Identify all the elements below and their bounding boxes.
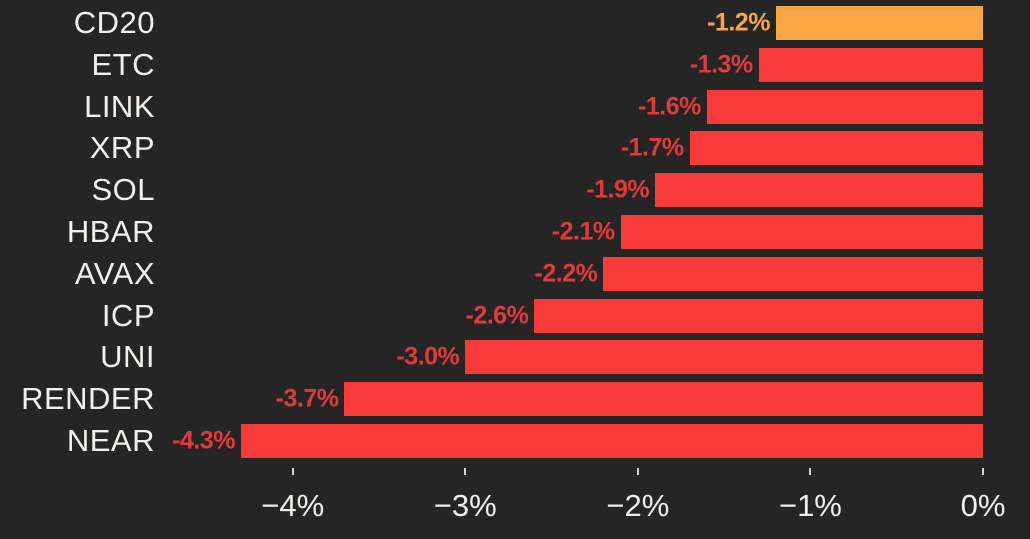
bar-track: -1.2%	[165, 2, 983, 44]
x-axis-tick-label: −1%	[778, 488, 842, 523]
chart-row: RENDER -3.7%	[0, 378, 1030, 420]
category-label: ETC	[91, 46, 155, 82]
bar-track: -1.6%	[165, 86, 983, 128]
bar-track: -3.0%	[165, 337, 983, 379]
bar	[655, 173, 983, 208]
bar-track: -1.7%	[165, 127, 983, 169]
bar-track: -4.3%	[165, 420, 983, 462]
x-axis-tick-mark	[464, 468, 467, 475]
bar	[465, 340, 983, 375]
category-label: NEAR	[66, 423, 155, 459]
bar-value-label: -1.3%	[689, 50, 753, 79]
chart-row: AVAX -2.2%	[0, 253, 1030, 295]
chart-row: XRP -1.7%	[0, 127, 1030, 169]
bar	[603, 256, 983, 291]
bar-value-label: -3.7%	[275, 384, 339, 413]
bar-value-label: -2.2%	[534, 259, 598, 288]
bar-value-label: -1.9%	[586, 175, 650, 204]
x-axis-tick-mark	[291, 468, 294, 475]
chart-row: ETC -1.3%	[0, 44, 1030, 86]
x-axis-tick-label: −4%	[261, 488, 325, 523]
bar-track: -1.9%	[165, 169, 983, 211]
chart-row: LINK -1.6%	[0, 86, 1030, 128]
chart-row: NEAR -4.3%	[0, 420, 1030, 462]
category-label: RENDER	[21, 381, 155, 417]
bar-value-label: -1.6%	[638, 92, 701, 121]
bar	[706, 89, 983, 124]
chart-row: UNI -3.0%	[0, 337, 1030, 379]
category-label: CD20	[73, 4, 155, 40]
category-label: LINK	[84, 88, 155, 124]
chart-row: CD20 -1.2%	[0, 2, 1030, 44]
x-axis-tick-mark	[636, 468, 639, 475]
x-axis-tick-label: −2%	[606, 488, 670, 523]
category-label: UNI	[100, 339, 155, 375]
bar	[775, 5, 983, 40]
bar-rows: CD20 -1.2% ETC -1.3% LINK -1.6% XRP -1.7% SOL -1.…	[0, 2, 1030, 462]
bar	[620, 214, 983, 249]
category-label: AVAX	[74, 255, 155, 291]
bar-value-label: -2.6%	[465, 301, 529, 330]
x-axis-tick-label: 0%	[960, 488, 1006, 523]
x-axis-tick-label: −3%	[433, 488, 497, 523]
bar-value-label: -4.3%	[172, 426, 235, 455]
chart-row: HBAR -2.1%	[0, 211, 1030, 253]
bar-value-label: -1.7%	[620, 133, 684, 162]
bar-track: -1.3%	[165, 44, 983, 86]
bar-track: -2.2%	[165, 253, 983, 295]
category-label: SOL	[91, 172, 155, 208]
bar-value-label: -3.0%	[396, 342, 460, 371]
category-label: ICP	[101, 297, 155, 333]
bar	[534, 298, 983, 333]
bar-track: -2.1%	[165, 211, 983, 253]
chart-row: SOL -1.9%	[0, 169, 1030, 211]
bar	[344, 382, 983, 417]
bar	[240, 424, 983, 459]
chart-row: ICP -2.6%	[0, 295, 1030, 337]
bar	[758, 47, 983, 82]
bar-value-label: -1.2%	[707, 8, 770, 37]
x-axis-tick-mark	[982, 468, 984, 475]
bar-track: -3.7%	[165, 378, 983, 420]
bar-track: -2.6%	[165, 295, 983, 337]
x-axis-tick-mark	[809, 468, 812, 475]
category-label: HBAR	[66, 213, 155, 249]
bar	[689, 131, 983, 166]
x-axis: −4% −3% −2% −1% 0%	[165, 462, 1005, 539]
category-label: XRP	[89, 130, 155, 166]
bar-value-label: -2.1%	[551, 217, 615, 246]
